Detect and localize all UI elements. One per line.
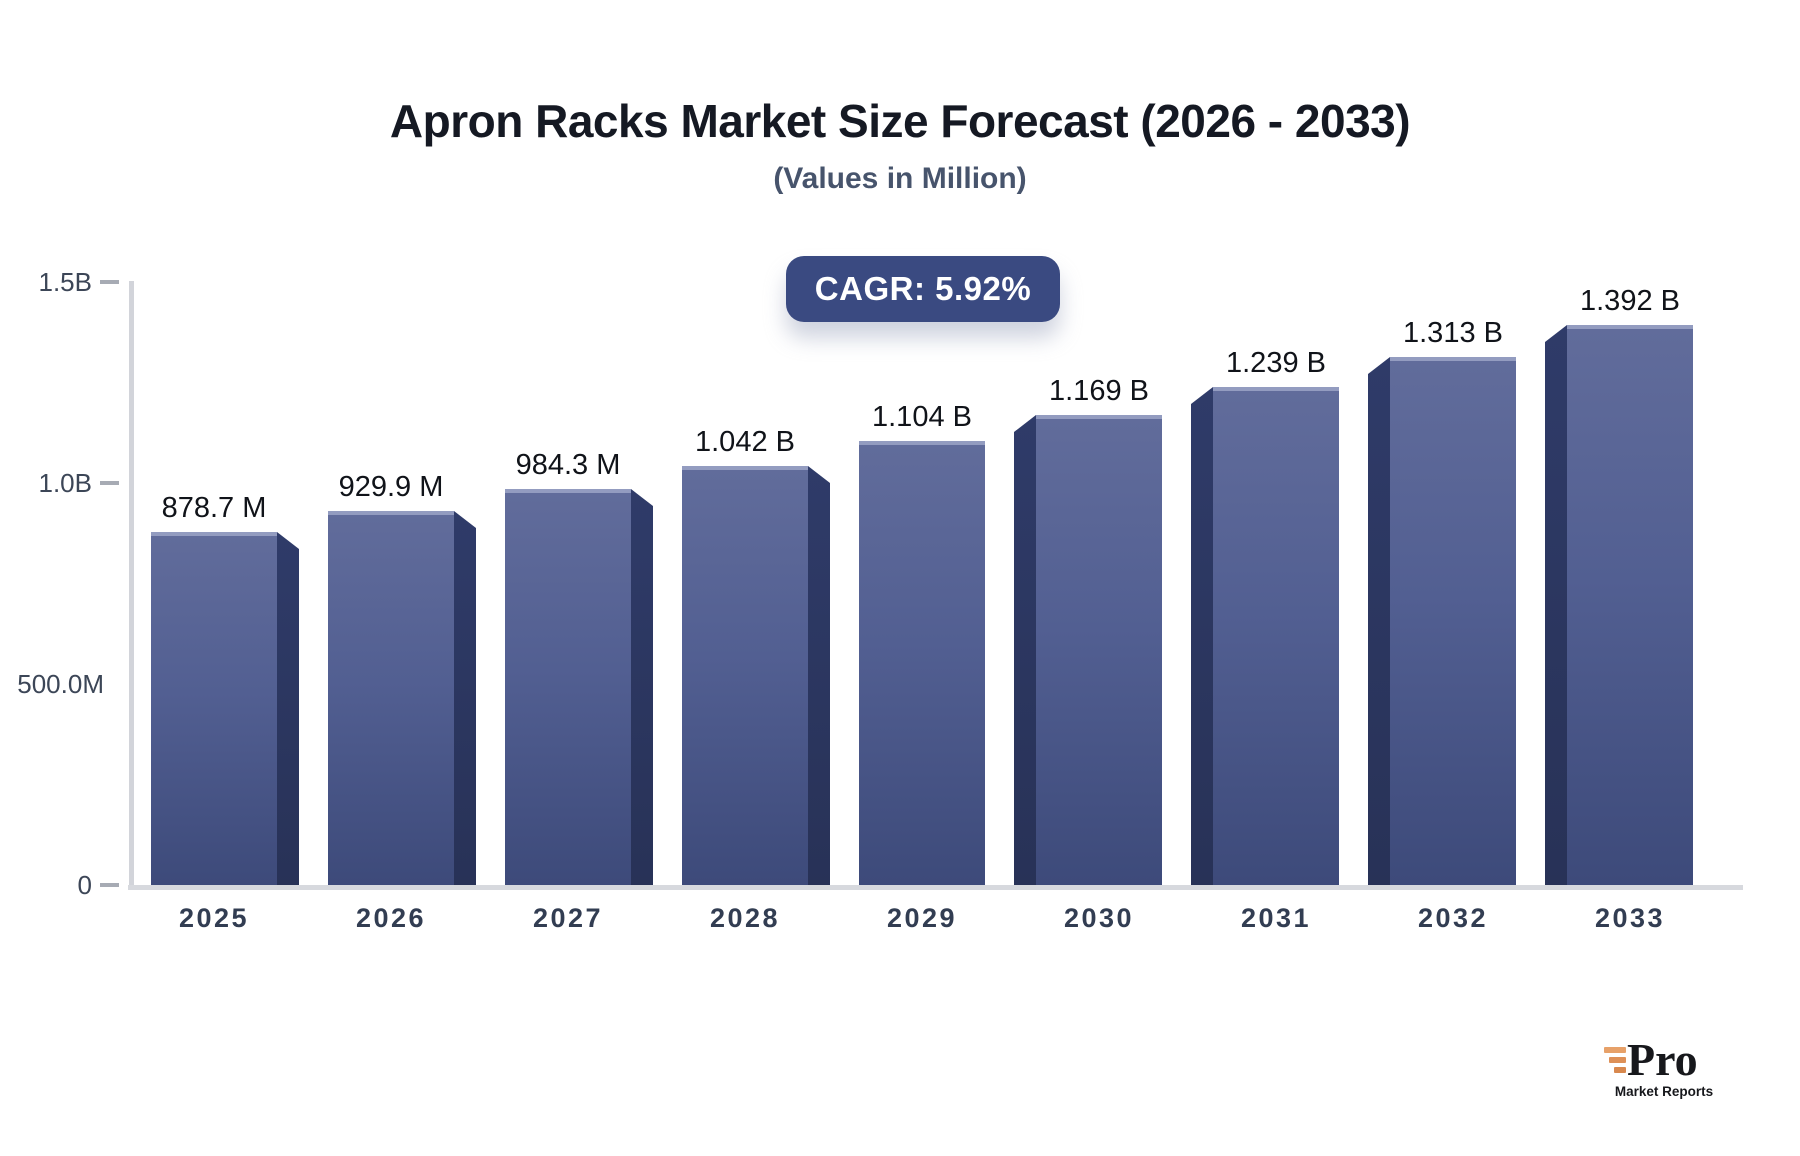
logo-bar-icon: [1614, 1067, 1626, 1073]
x-axis-label-2029: 2029: [886, 903, 958, 933]
x-axis-label-2027: 2027: [532, 903, 604, 933]
x-axis-label-2031: 2031: [1240, 903, 1312, 933]
bar-side-face: [808, 466, 830, 885]
chart-title: Apron Racks Market Size Forecast (2026 -…: [389, 95, 1411, 147]
bar-2029: [859, 441, 985, 885]
bar-value-label: 1.239 B: [1226, 347, 1326, 379]
bar-value-label: 1.313 B: [1403, 317, 1503, 349]
cagr-badge-label: CAGR: 5.92%: [814, 270, 1032, 307]
logo-name: Pro: [1627, 1034, 1698, 1085]
logo-tagline: Market Reports: [1614, 1084, 1714, 1099]
bar-value-label: 1.104 B: [872, 401, 972, 433]
y-axis-tick-label: 0: [77, 870, 92, 900]
cagr-badge: CAGR: 5.92%: [786, 256, 1060, 322]
bar-2033: [1567, 325, 1693, 885]
bar-2026: [328, 511, 454, 885]
bar-value-label: 929.9 M: [338, 471, 444, 503]
bar-2028: [682, 466, 808, 885]
bar-side-face: [1014, 415, 1036, 885]
y-axis-tick-mark: [100, 280, 119, 284]
bar-2032: [1390, 357, 1516, 885]
x-axis-label-2033: 2033: [1594, 903, 1666, 933]
y-axis-tick-label: 1.5B: [38, 267, 93, 297]
bar-side-face: [1368, 357, 1390, 885]
bar-side-face: [1191, 387, 1213, 885]
bar-2027: [505, 489, 631, 885]
bar-side-face: [454, 511, 476, 885]
y-axis-tick-mark: [100, 481, 119, 485]
x-axis-label-2028: 2028: [709, 903, 781, 933]
bar-side-face: [1545, 325, 1567, 885]
bar-value-label: 1.392 B: [1580, 285, 1680, 317]
bar-2031: [1213, 387, 1339, 885]
x-axis-label-2030: 2030: [1063, 903, 1135, 933]
brand-logo: Pro Market Reports: [1604, 1034, 1724, 1099]
bar-side-face: [631, 489, 653, 885]
x-axis-label-2032: 2032: [1417, 903, 1489, 933]
x-axis-label-2025: 2025: [178, 903, 250, 933]
bar-2025: [151, 532, 277, 885]
bar-side-face: [277, 532, 299, 885]
bar-value-label: 1.169 B: [1049, 375, 1149, 407]
bar-value-label: 984.3 M: [515, 449, 621, 481]
y-axis-line: [129, 281, 134, 890]
y-axis-tick-mark: [100, 883, 119, 887]
y-axis-tick-label: 1.0B: [38, 468, 93, 498]
logo-bars-icon: [1604, 1043, 1626, 1073]
logo-row: Pro: [1604, 1034, 1724, 1085]
bar-2030: [1036, 415, 1162, 885]
x-axis-label-2026: 2026: [355, 903, 427, 933]
bar-value-label: 1.042 B: [695, 426, 795, 458]
logo-bar-icon: [1604, 1047, 1626, 1053]
x-axis-line: [128, 885, 1743, 890]
bar-value-label: 878.7 M: [161, 492, 267, 524]
chart-subtitle: (Values in Million): [773, 162, 1027, 195]
logo-bar-icon: [1609, 1057, 1626, 1063]
y-axis-tick-label: 500.0M: [17, 669, 104, 699]
